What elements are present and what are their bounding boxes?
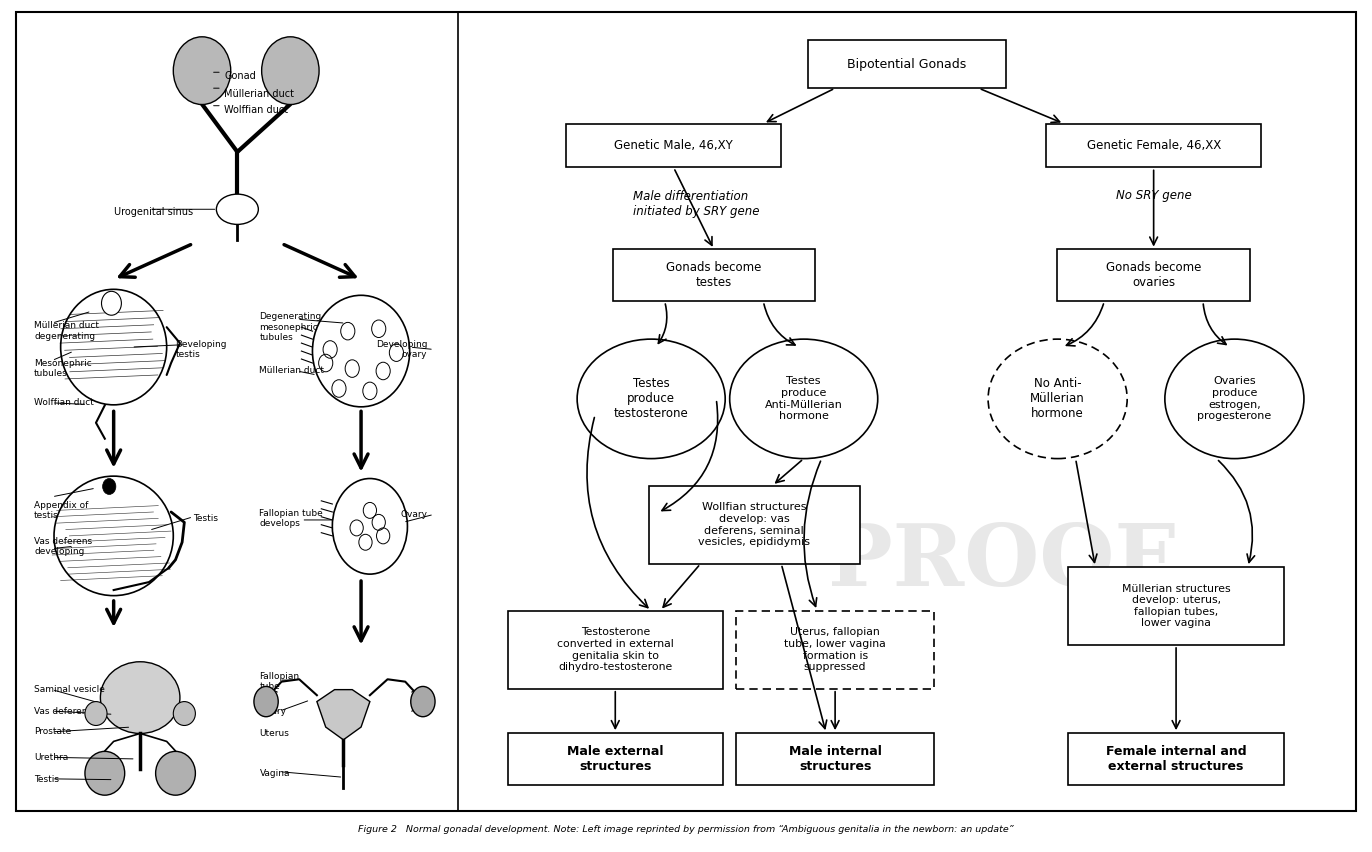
Text: Developing
ovary: Developing ovary bbox=[376, 340, 427, 360]
Ellipse shape bbox=[410, 687, 435, 717]
Text: Müllerian duct: Müllerian duct bbox=[224, 89, 294, 99]
Ellipse shape bbox=[60, 290, 166, 405]
Text: Gonads become
testes: Gonads become testes bbox=[667, 262, 761, 290]
Ellipse shape bbox=[254, 687, 279, 717]
Text: Bipotential Gonads: Bipotential Gonads bbox=[848, 58, 966, 71]
Ellipse shape bbox=[173, 37, 230, 105]
Text: Müllerian duct
degenerating: Müllerian duct degenerating bbox=[34, 321, 99, 341]
Text: Genetic Female, 46,XX: Genetic Female, 46,XX bbox=[1087, 139, 1221, 152]
Text: Testis: Testis bbox=[34, 775, 59, 784]
Text: Testosterone
converted in external
genitalia skin to
dihydro-testosterone: Testosterone converted in external genit… bbox=[557, 627, 674, 672]
Text: Vas deferens
developing: Vas deferens developing bbox=[34, 537, 92, 556]
FancyBboxPatch shape bbox=[508, 733, 723, 785]
Polygon shape bbox=[317, 689, 370, 740]
Text: Saminal vesicle: Saminal vesicle bbox=[34, 685, 106, 694]
Ellipse shape bbox=[155, 751, 195, 795]
Text: No SRY gene: No SRY gene bbox=[1115, 189, 1191, 202]
Text: Wolffian duct: Wolffian duct bbox=[34, 399, 95, 407]
FancyBboxPatch shape bbox=[737, 733, 934, 785]
Ellipse shape bbox=[85, 701, 107, 725]
Text: Vagina: Vagina bbox=[259, 769, 289, 778]
Text: Ovary: Ovary bbox=[401, 509, 427, 519]
Text: Ovaries
produce
estrogen,
progesterone: Ovaries produce estrogen, progesterone bbox=[1198, 377, 1272, 421]
Text: Appendix of
testis: Appendix of testis bbox=[34, 501, 89, 520]
Text: Vas deferens: Vas deferens bbox=[34, 706, 92, 716]
FancyBboxPatch shape bbox=[613, 250, 815, 302]
Text: Uterus: Uterus bbox=[259, 729, 289, 738]
Text: PROOF: PROOF bbox=[827, 521, 1176, 604]
Text: Wolffian duct: Wolffian duct bbox=[224, 106, 288, 116]
Ellipse shape bbox=[103, 479, 115, 494]
Ellipse shape bbox=[173, 701, 195, 725]
Text: Testes
produce
Anti-Müllerian
hormone: Testes produce Anti-Müllerian hormone bbox=[764, 377, 842, 421]
Ellipse shape bbox=[988, 339, 1128, 458]
FancyBboxPatch shape bbox=[808, 40, 1006, 88]
Text: Urethra: Urethra bbox=[34, 753, 69, 762]
Text: Male internal
structures: Male internal structures bbox=[789, 745, 882, 773]
Ellipse shape bbox=[313, 296, 410, 406]
Text: Müllerian structures
develop: uterus,
fallopian tubes,
lower vagina: Müllerian structures develop: uterus, fa… bbox=[1122, 584, 1231, 629]
Ellipse shape bbox=[100, 662, 180, 734]
Text: Ovary: Ovary bbox=[259, 706, 287, 716]
Text: Müllerian duct: Müllerian duct bbox=[259, 366, 324, 376]
FancyBboxPatch shape bbox=[1058, 250, 1250, 302]
Text: Testes
produce
testosterone: Testes produce testosterone bbox=[613, 377, 689, 420]
Ellipse shape bbox=[262, 37, 320, 105]
Ellipse shape bbox=[102, 291, 121, 315]
Text: Degenerating
mesonephric
tubules: Degenerating mesonephric tubules bbox=[259, 313, 321, 342]
Text: Uterus, fallopian
tube, lower vagina
formation is
suppressed: Uterus, fallopian tube, lower vagina for… bbox=[785, 627, 886, 672]
Ellipse shape bbox=[54, 476, 173, 596]
Text: Genetic Male, 46,XY: Genetic Male, 46,XY bbox=[615, 139, 733, 152]
Text: Fallopian tube
develops: Fallopian tube develops bbox=[259, 509, 324, 528]
FancyBboxPatch shape bbox=[1069, 733, 1284, 785]
Ellipse shape bbox=[578, 339, 726, 458]
FancyBboxPatch shape bbox=[649, 486, 860, 564]
Ellipse shape bbox=[332, 479, 407, 574]
FancyBboxPatch shape bbox=[737, 611, 934, 688]
Text: Male differentiation
initiated by SRY gene: Male differentiation initiated by SRY ge… bbox=[634, 190, 760, 218]
Ellipse shape bbox=[730, 339, 878, 458]
Text: Developing
testis: Developing testis bbox=[176, 340, 226, 360]
Text: Male external
structures: Male external structures bbox=[567, 745, 664, 773]
Text: Gonads become
ovaries: Gonads become ovaries bbox=[1106, 262, 1202, 290]
Text: Prostate: Prostate bbox=[34, 728, 71, 736]
Text: Figure 2   Normal gonadal development. Note: Left image reprinted by permission : Figure 2 Normal gonadal development. Not… bbox=[358, 826, 1014, 834]
Text: Fallopian
tube: Fallopian tube bbox=[259, 672, 299, 691]
FancyBboxPatch shape bbox=[1045, 124, 1261, 168]
FancyBboxPatch shape bbox=[565, 124, 781, 168]
Text: Gonad: Gonad bbox=[224, 72, 255, 81]
Text: Mesonephric
tubules: Mesonephric tubules bbox=[34, 359, 92, 378]
Text: Urogenital sinus: Urogenital sinus bbox=[114, 207, 193, 216]
Text: Female internal and
external structures: Female internal and external structures bbox=[1106, 745, 1246, 773]
FancyBboxPatch shape bbox=[508, 611, 723, 688]
Ellipse shape bbox=[217, 194, 258, 224]
Text: No Anti-
Müllerian
hormone: No Anti- Müllerian hormone bbox=[1030, 377, 1085, 420]
Ellipse shape bbox=[1165, 339, 1303, 458]
FancyBboxPatch shape bbox=[1069, 567, 1284, 645]
Ellipse shape bbox=[85, 751, 125, 795]
Text: Testis: Testis bbox=[193, 514, 218, 523]
Text: Wollfian structures
develop: vas
deferens, seminal
vesicles, epididymis: Wollfian structures develop: vas deferen… bbox=[698, 503, 811, 547]
